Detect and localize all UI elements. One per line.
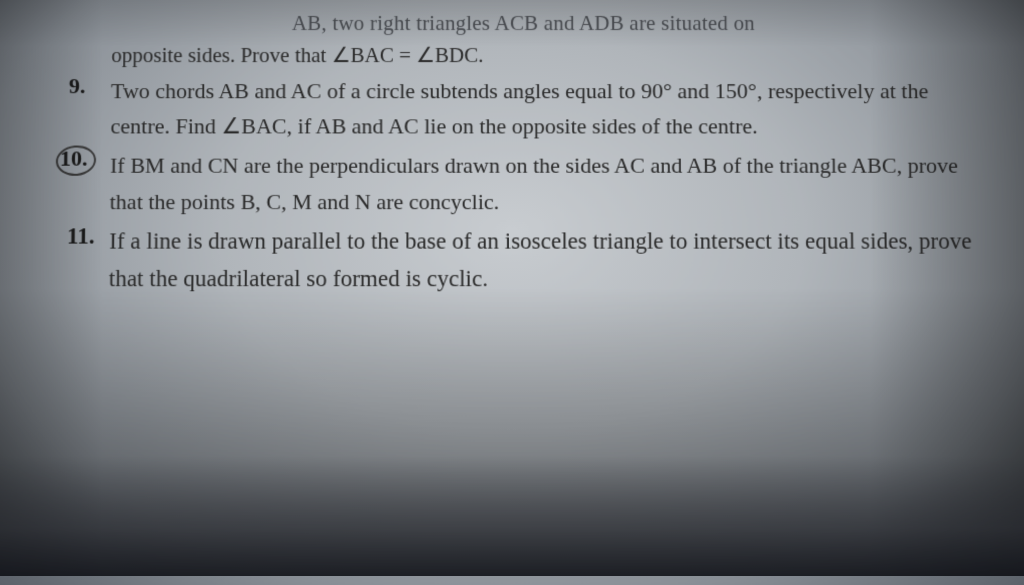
- p8-fragment-right: AB, two right triangles ACB and ADB are …: [292, 11, 755, 35]
- problem-9-number: 9.: [69, 73, 86, 99]
- problem-9: 9. Two chords AB and AC of a circle subt…: [68, 73, 976, 144]
- problem-8-line1: AB, two right triangles ACB and ADB are …: [69, 8, 974, 40]
- problem-11-text: If a line is drawn parallel to the base …: [109, 228, 972, 291]
- problem-10: 10. If BM and CN are the perpendiculars …: [67, 148, 977, 219]
- problem-11: 11. If a line is drawn parallel to the b…: [66, 223, 978, 298]
- problem-10-number: 10.: [60, 146, 88, 172]
- p8-fragment-left: opposite sides. Prove that ∠BAC = ∠BDC.: [111, 43, 483, 67]
- problem-8-partial: AB, two right triangles ACB and ADB are …: [69, 8, 975, 71]
- problem-11-number: 11.: [67, 223, 95, 249]
- problem-9-text: Two chords AB and AC of a circle subtend…: [110, 78, 928, 139]
- problem-8-line2: opposite sides. Prove that ∠BAC = ∠BDC.: [69, 40, 975, 72]
- textbook-page: AB, two right triangles ACB and ADB are …: [0, 0, 1024, 585]
- problem-10-text: If BM and CN are the perpendiculars draw…: [110, 153, 959, 214]
